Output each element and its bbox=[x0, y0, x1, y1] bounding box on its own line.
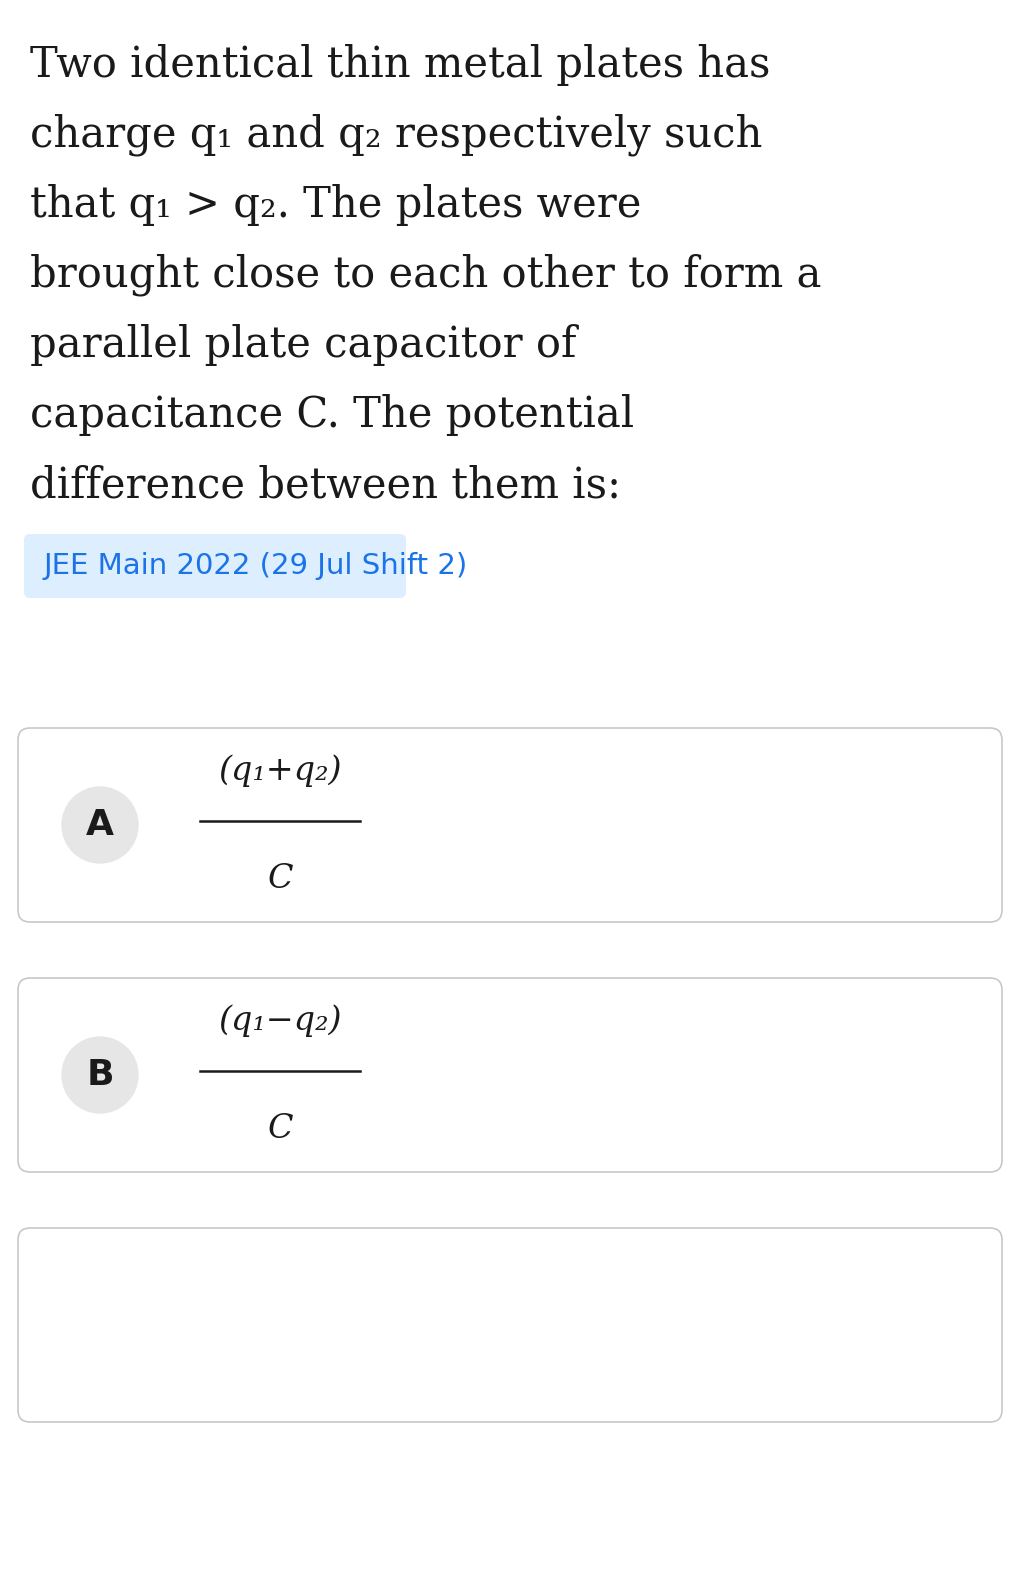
Text: that q₁ > q₂. The plates were: that q₁ > q₂. The plates were bbox=[30, 184, 641, 225]
Circle shape bbox=[62, 786, 138, 864]
Text: A: A bbox=[86, 808, 114, 842]
Text: C: C bbox=[267, 1113, 293, 1146]
FancyBboxPatch shape bbox=[18, 979, 1002, 1173]
Text: (q₁−q₂): (q₁−q₂) bbox=[218, 1004, 342, 1037]
FancyBboxPatch shape bbox=[18, 728, 1002, 922]
Text: charge q₁ and q₂ respectively such: charge q₁ and q₂ respectively such bbox=[30, 113, 763, 156]
Text: Two identical thin metal plates has: Two identical thin metal plates has bbox=[30, 44, 770, 87]
Text: JEE Main 2022 (29 Jul Shift 2): JEE Main 2022 (29 Jul Shift 2) bbox=[44, 552, 468, 580]
FancyBboxPatch shape bbox=[18, 1228, 1002, 1422]
Text: B: B bbox=[86, 1057, 114, 1092]
Text: parallel plate capacitor of: parallel plate capacitor of bbox=[30, 325, 577, 366]
FancyBboxPatch shape bbox=[24, 534, 406, 597]
Text: C: C bbox=[267, 864, 293, 895]
Text: capacitance C. The potential: capacitance C. The potential bbox=[30, 394, 634, 437]
Text: (q₁+q₂): (q₁+q₂) bbox=[218, 755, 342, 786]
Text: difference between them is:: difference between them is: bbox=[30, 463, 621, 506]
Text: brought close to each other to form a: brought close to each other to form a bbox=[30, 254, 821, 296]
Circle shape bbox=[62, 1037, 138, 1113]
